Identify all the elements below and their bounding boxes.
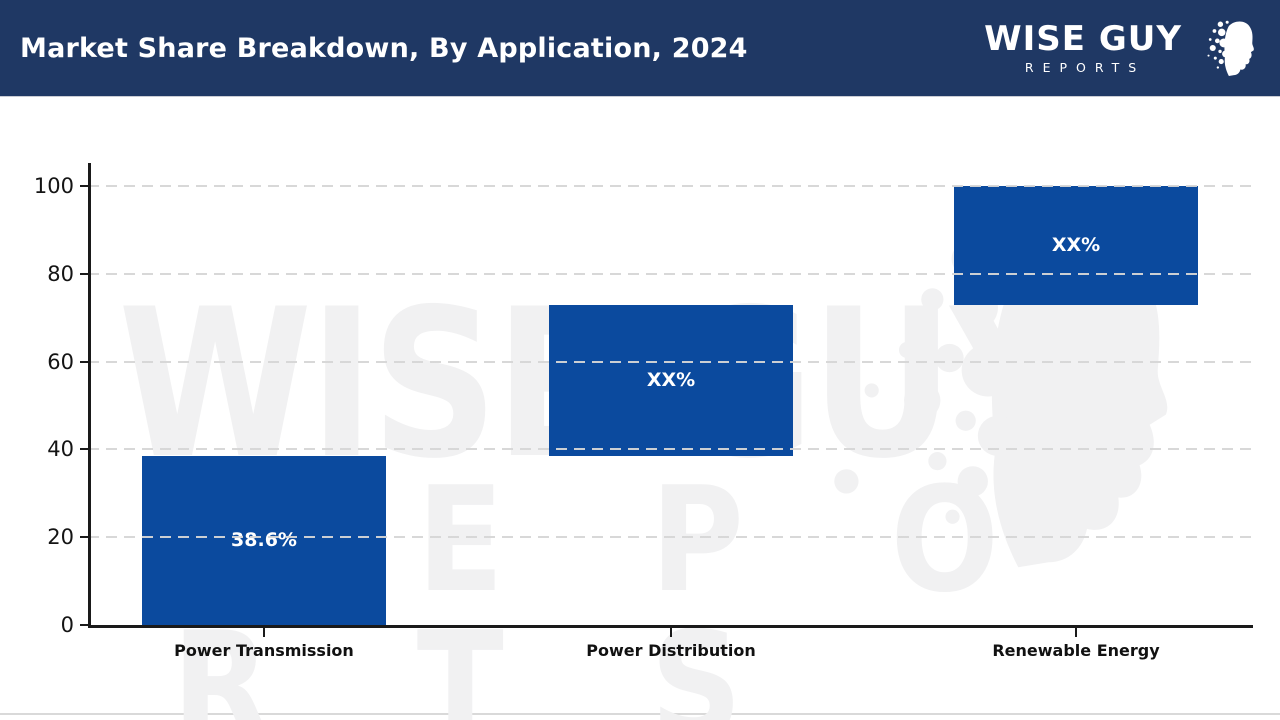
page-title: Market Share Breakdown, By Application, … — [20, 32, 748, 64]
y-tick — [80, 624, 88, 626]
bar-power-transmission: 38.6% — [142, 455, 386, 625]
x-tick — [1075, 628, 1077, 637]
y-tick — [80, 272, 88, 275]
bar-value-label: XX% — [1051, 234, 1101, 257]
y-tick-label: 80 — [47, 261, 74, 286]
y-tick-label: 100 — [33, 174, 74, 198]
bar-renewable-energy: XX% — [954, 186, 1198, 305]
category-label-renewable-energy: Renewable Energy — [992, 641, 1160, 660]
y-tick — [80, 360, 88, 363]
gridline-40 — [88, 448, 1253, 451]
y-axis-line — [88, 163, 91, 627]
category-label-power-transmission: Power Transmission — [174, 641, 354, 660]
face-profile-icon — [1207, 20, 1254, 76]
y-tick — [80, 536, 88, 539]
y-tick — [80, 185, 88, 187]
y-tick — [80, 448, 88, 451]
x-axis-line — [88, 625, 1253, 628]
logo-wordmark: WISE GUY — [984, 18, 1182, 59]
wise-guy-logo: WISE GUY REPORTS — [984, 12, 1256, 84]
gridline-60 — [88, 360, 1253, 363]
category-label-power-distribution: Power Distribution — [586, 641, 756, 660]
footer-divider — [0, 713, 1280, 715]
y-tick-label: 60 — [47, 349, 74, 374]
header-bar: Market Share Breakdown, By Application, … — [0, 0, 1280, 97]
bar-value-label: XX% — [646, 369, 696, 392]
gridline-80 — [88, 272, 1253, 275]
y-tick-label: 20 — [47, 525, 74, 550]
x-tick — [263, 628, 265, 637]
gridline-100 — [88, 185, 1253, 187]
y-tick-label: 0 — [60, 613, 74, 637]
gridline-20 — [88, 536, 1253, 539]
bar-power-distribution: XX% — [549, 304, 793, 456]
logo-subtitle: REPORTS — [1024, 59, 1146, 75]
bar-value-label: 38.6% — [231, 529, 297, 552]
y-tick-label: 40 — [47, 437, 74, 462]
x-tick — [670, 628, 672, 637]
